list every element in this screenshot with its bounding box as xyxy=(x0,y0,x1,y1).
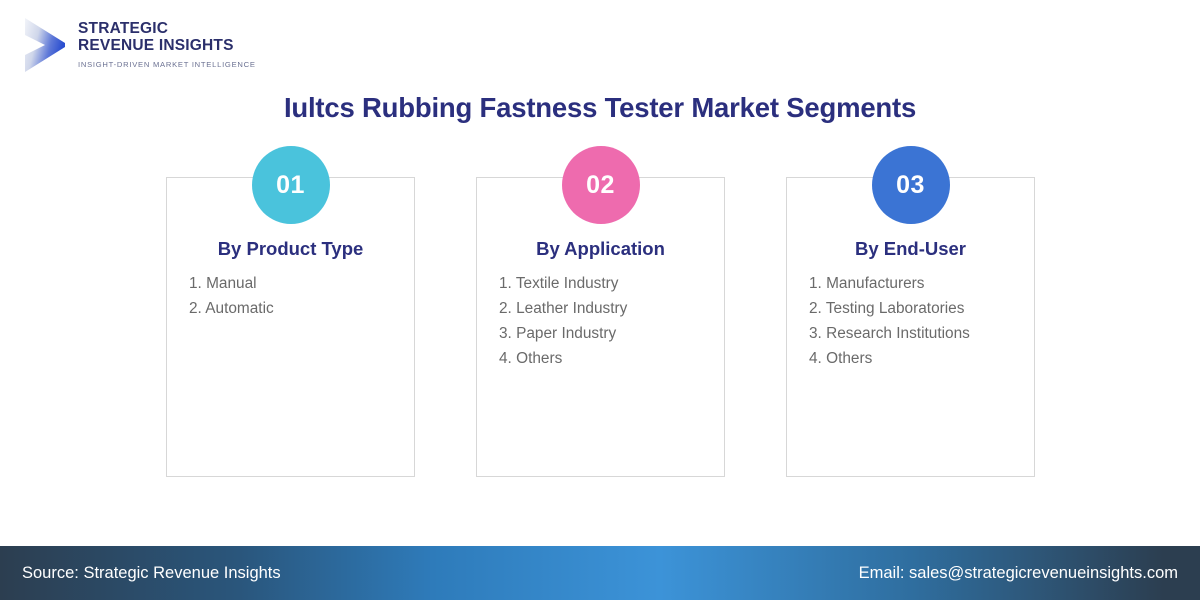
chevron-right-logo-icon xyxy=(22,16,68,74)
segment-badge-01: 01 xyxy=(251,146,330,224)
segment-heading-02: By Application xyxy=(536,238,665,259)
segment-list-01: 1. Manual 2. Automatic xyxy=(167,271,414,321)
segment-heading-03: By End-User xyxy=(854,238,967,259)
segment-card-product-type: 01 By Product Type 1. Manual 2. Automati… xyxy=(166,146,415,477)
list-item: 2. Leather Industry xyxy=(499,300,628,317)
page-title: Iultcs Rubbing Fastness Tester Market Se… xyxy=(283,92,917,123)
segment-badge-02: 02 xyxy=(561,146,640,224)
list-item: 2. Testing Laboratories xyxy=(809,300,965,317)
brand-tagline: INSIGHT-DRIVEN MARKET INTELLIGENCE xyxy=(78,60,256,69)
list-item: 4. Others xyxy=(809,350,873,367)
segment-badge-03: 03 xyxy=(871,146,950,224)
list-item: 3. Paper Industry xyxy=(499,325,617,342)
segment-card-end-user: 03 By End-User 1. Manufacturers 2. Testi… xyxy=(786,146,1035,477)
list-item: 1. Manufacturers xyxy=(809,275,925,292)
segment-card-group: 01 By Product Type 1. Manual 2. Automati… xyxy=(166,146,1035,477)
list-item: 1. Manual xyxy=(189,275,257,292)
list-item: 3. Research Institutions xyxy=(809,325,970,342)
brand-name-line1: STRATEGIC xyxy=(78,20,169,37)
segment-list-02: 1. Textile Industry 2. Leather Industry … xyxy=(477,271,724,371)
segment-heading-01: By Product Type xyxy=(217,238,364,259)
brand-logo: STRATEGIC REVENUE INSIGHTS INSIGHT-DRIVE… xyxy=(22,16,256,74)
footer-email: Email: sales@strategicrevenueinsights.co… xyxy=(858,563,1178,582)
footer-bar: Source: Strategic Revenue Insights Email… xyxy=(0,546,1200,600)
segment-card-application: 02 By Application 1. Textile Industry 2.… xyxy=(476,146,725,477)
list-item: 4. Others xyxy=(499,350,563,367)
segment-list-03: 1. Manufacturers 2. Testing Laboratories… xyxy=(787,271,1034,371)
footer-source: Source: Strategic Revenue Insights xyxy=(22,563,281,582)
list-item: 1. Textile Industry xyxy=(499,275,619,292)
list-item: 2. Automatic xyxy=(189,300,274,317)
brand-name-line2: REVENUE INSIGHTS xyxy=(78,36,234,54)
brand-wordmark: STRATEGIC REVENUE INSIGHTS INSIGHT-DRIVE… xyxy=(78,20,256,69)
